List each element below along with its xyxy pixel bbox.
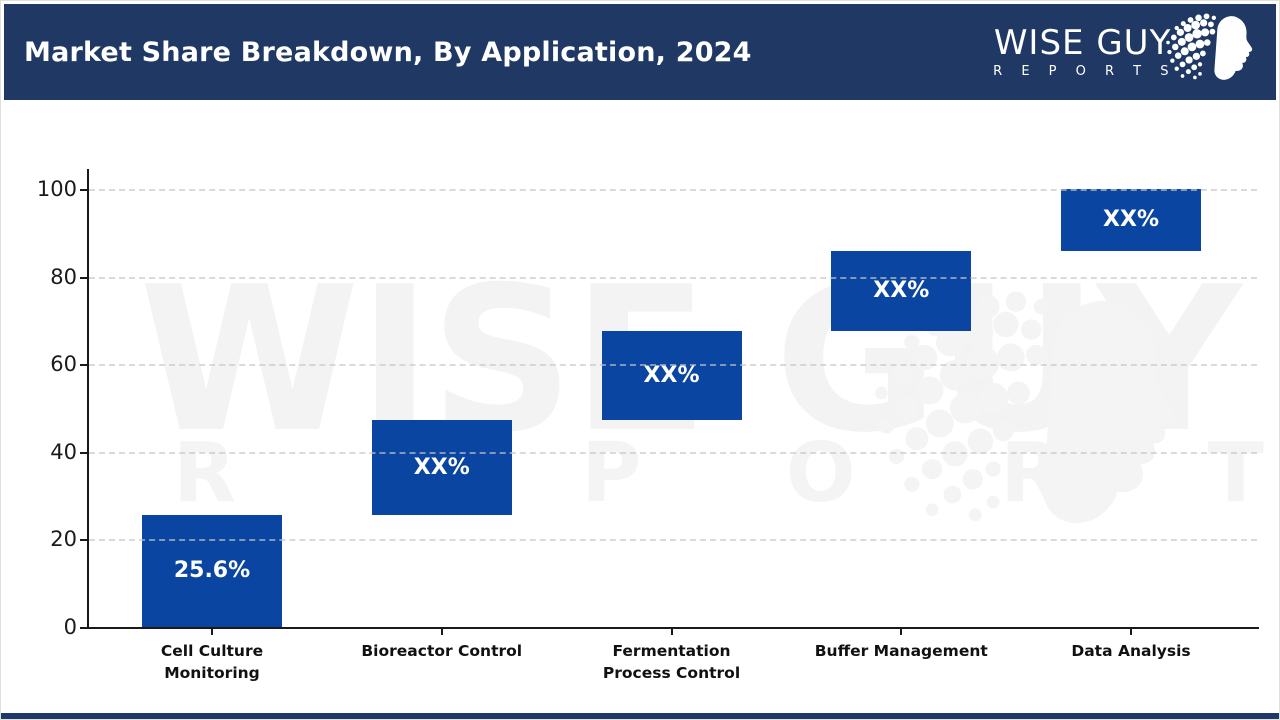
chart-area: WISE GUY R E P O R T S 02040608010025.6%… <box>1 101 1280 713</box>
x-category-label: Fermentation Process Control <box>602 642 741 682</box>
y-tick-label: 40 <box>50 439 77 464</box>
x-category-label: Data Analysis <box>1071 642 1191 660</box>
x-category-label: Buffer Management <box>814 642 988 660</box>
x-category-label: Cell Culture Monitoring <box>160 642 264 682</box>
y-tick-label: 100 <box>36 177 77 201</box>
y-tick-label: 20 <box>50 527 77 552</box>
gridline <box>89 364 1257 367</box>
y-tick-mark <box>80 451 87 454</box>
y-tick-mark <box>80 189 87 191</box>
y-tick-label: 60 <box>50 352 77 377</box>
gridline <box>89 539 1257 542</box>
x-tick-mark <box>900 629 903 635</box>
y-axis-line <box>87 169 89 629</box>
waterfall-bar: XX% <box>601 330 742 421</box>
gridline <box>89 189 1257 191</box>
bar-value-label: XX% <box>643 363 700 389</box>
x-tick-mark <box>670 629 673 635</box>
waterfall-bar: XX% <box>831 250 972 331</box>
gridline <box>89 276 1257 279</box>
waterfall-bar: XX% <box>371 420 512 515</box>
gridline <box>89 451 1257 454</box>
x-tick-mark <box>211 629 213 635</box>
chart-title: Market Share Breakdown, By Application, … <box>24 36 752 68</box>
y-tick-mark <box>80 539 87 542</box>
waterfall-chart: 0 20 40 60 80 100 25.6% XX% XX% XX% XX% Cell Cultur… <box>1 101 1279 713</box>
logo-reports-text: R E P O R T S <box>993 63 1176 79</box>
logo-wordmark: WISE GUY <box>993 22 1172 63</box>
logo-dot-head-icon <box>1166 13 1253 80</box>
logo-text: WISE GUY R E P O R T S <box>989 26 1176 79</box>
bar-value-label: XX% <box>1103 207 1159 233</box>
y-tick-mark <box>80 276 87 279</box>
wiseguy-logo: WISE GUY R E P O R T S <box>989 12 1256 92</box>
header: Market Share Breakdown, By Application, … <box>4 4 1276 100</box>
y-tick-label: 0 <box>63 615 77 639</box>
y-tick-mark <box>80 364 87 367</box>
x-tick-mark <box>440 629 443 635</box>
bar-value-label: 25.6% <box>173 558 251 584</box>
bar-value-label: XX% <box>873 278 930 304</box>
x-axis-line <box>87 627 1259 629</box>
y-tick-mark <box>80 627 87 629</box>
waterfall-bar: XX% <box>1061 189 1201 251</box>
x-tick-mark <box>1130 629 1132 635</box>
bar-value-label: XX% <box>413 455 470 481</box>
footer-bar <box>1 713 1279 719</box>
waterfall-bar: 25.6% <box>142 514 282 627</box>
x-category-label: Bioreactor Control <box>361 642 523 660</box>
y-tick-label: 80 <box>50 264 77 289</box>
